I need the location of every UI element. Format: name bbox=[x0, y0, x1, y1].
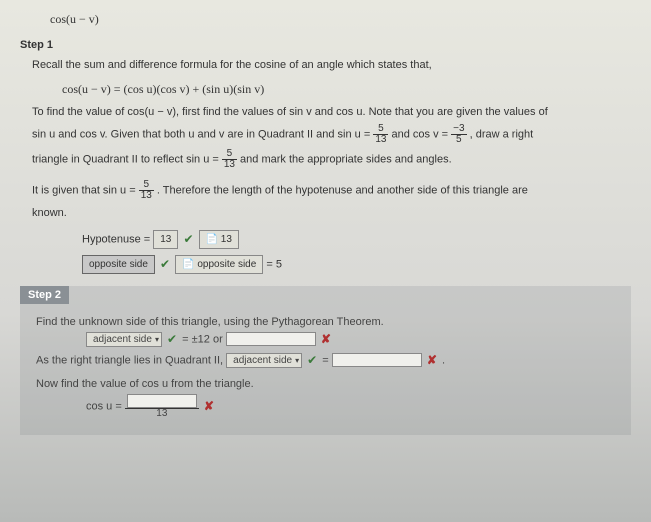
txt: triangle in Quadrant II to reflect sin u… bbox=[32, 153, 222, 165]
period: . bbox=[442, 354, 445, 366]
step2-title: Step 2 bbox=[20, 286, 69, 304]
opposite-side-box[interactable]: opposite side bbox=[82, 255, 155, 274]
cosu-row: cos u = 13 ✘ bbox=[86, 394, 615, 419]
explain-3: triangle in Quadrant II to reflect sin u… bbox=[32, 149, 631, 170]
blank-input-1[interactable] bbox=[226, 332, 316, 346]
eq-text: = bbox=[322, 354, 331, 366]
step2-block: Step 2 Find the unknown side of this tri… bbox=[20, 286, 631, 435]
chevron-down-icon: ▾ bbox=[155, 335, 159, 344]
x-icon: ✘ bbox=[427, 353, 437, 367]
check-icon: ✔ bbox=[307, 353, 317, 367]
adjacent-row2: As the right triangle lies in Quadrant I… bbox=[36, 353, 615, 368]
chevron-down-icon: ▾ bbox=[295, 356, 299, 365]
adjacent-dropdown-2[interactable]: adjacent side▾ bbox=[226, 353, 302, 368]
txt: and mark the appropriate sides and angle… bbox=[240, 153, 452, 165]
opp-value: = 5 bbox=[266, 258, 282, 270]
sinu-fraction: 513 bbox=[373, 124, 388, 145]
check-icon: ✔ bbox=[160, 257, 170, 271]
cosv-fraction: −35 bbox=[451, 124, 466, 145]
txt: , draw a right bbox=[470, 128, 534, 140]
sinu-fraction2: 513 bbox=[222, 149, 237, 170]
given-text: It is given that sin u = 513 . Therefore… bbox=[32, 180, 631, 201]
recall-text: Recall the sum and difference formula fo… bbox=[32, 57, 631, 74]
x-icon: ✘ bbox=[321, 332, 331, 346]
adjacent-dropdown-1[interactable]: adjacent side▾ bbox=[86, 332, 162, 347]
opposite-hint-box[interactable]: 📄 opposite side bbox=[175, 255, 263, 274]
eq-text: = ±12 or bbox=[182, 333, 226, 345]
step2-line3: Now find the value of cos u from the tri… bbox=[36, 378, 615, 390]
step2-line1: Find the unknown side of this triangle, … bbox=[36, 316, 615, 328]
blank-input-2[interactable] bbox=[332, 353, 422, 367]
cos-diff-formula: cos(u − v) = (cos u)(cos v) + (sin u)(si… bbox=[62, 80, 631, 98]
step1-content: Recall the sum and difference formula fo… bbox=[32, 57, 631, 274]
explain-1: To find the value of cos(u − v), first f… bbox=[32, 104, 631, 121]
step1-title: Step 1 bbox=[20, 39, 631, 51]
sinu-fraction3: 513 bbox=[139, 180, 154, 201]
explain-2: sin u and cos v. Given that both u and v… bbox=[32, 124, 631, 145]
txt: . Therefore the length of the hypotenuse… bbox=[157, 184, 528, 196]
hyp-hint-box[interactable]: 📄 13 bbox=[199, 230, 239, 249]
txt: and cos v = bbox=[392, 128, 452, 140]
known-text: known. bbox=[32, 205, 631, 222]
adjacent-row1: adjacent side▾ ✔ = ±12 or ✘ bbox=[86, 332, 615, 347]
x-icon: ✘ bbox=[204, 399, 214, 413]
cosu-label: cos u = bbox=[86, 400, 125, 412]
hyp-answer-box[interactable]: 13 bbox=[153, 230, 178, 249]
opposite-row: opposite side ✔ 📄 opposite side = 5 bbox=[82, 255, 631, 274]
target-expression: cos(u − v) bbox=[50, 12, 631, 27]
hypotenuse-row: Hypotenuse = 13 ✔ 📄 13 bbox=[82, 230, 631, 249]
cosu-numerator-input[interactable] bbox=[127, 394, 197, 408]
txt: As the right triangle lies in Quadrant I… bbox=[36, 354, 226, 366]
check-icon: ✔ bbox=[167, 332, 177, 346]
cosu-fraction: 13 bbox=[125, 394, 199, 419]
hyp-label: Hypotenuse = bbox=[82, 233, 150, 245]
check-icon: ✔ bbox=[183, 232, 193, 246]
txt: It is given that sin u = bbox=[32, 184, 139, 196]
txt: sin u and cos v. Given that both u and v… bbox=[32, 128, 373, 140]
